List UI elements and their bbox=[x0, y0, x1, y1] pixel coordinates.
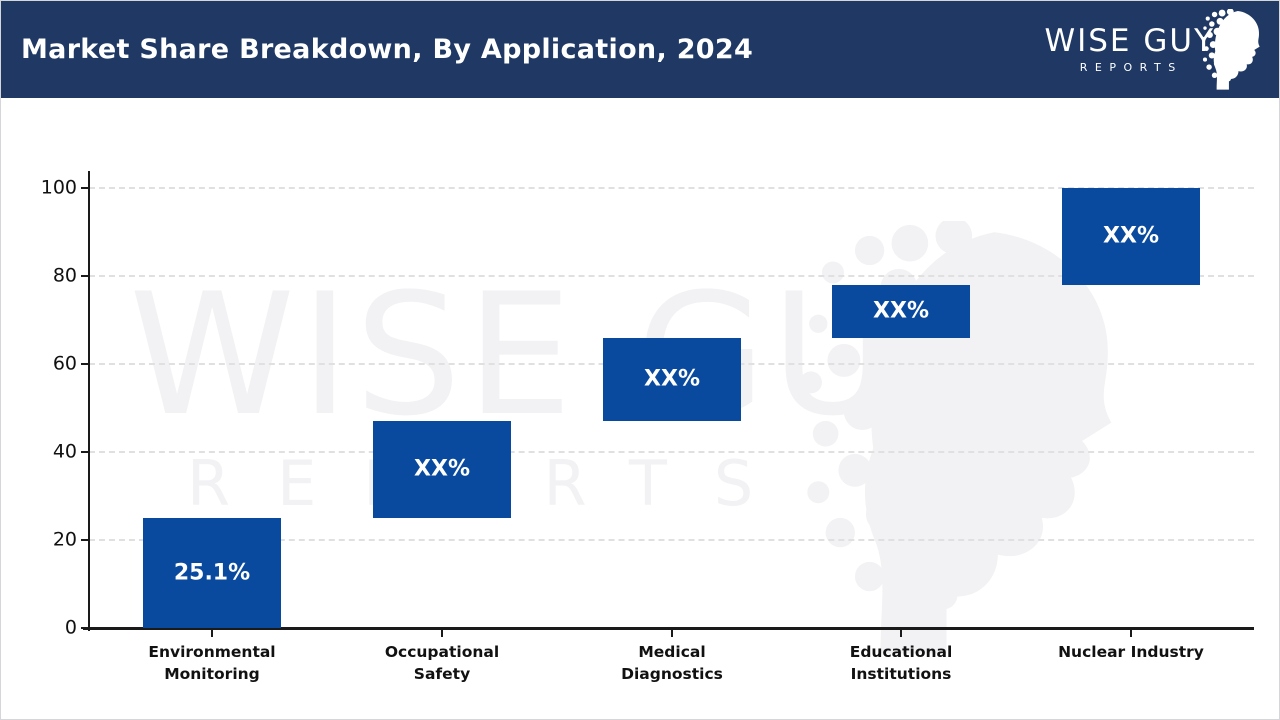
bar-value-label: XX% bbox=[1103, 223, 1159, 249]
gridline bbox=[89, 275, 1254, 277]
y-tick bbox=[81, 451, 89, 453]
y-tick-label: 60 bbox=[52, 352, 77, 375]
y-tick bbox=[81, 539, 89, 541]
category-label: Educational Institutions bbox=[849, 643, 953, 683]
category-label: Occupational Safety bbox=[384, 643, 500, 683]
page-title: Market Share Breakdown, By Application, … bbox=[21, 34, 754, 65]
x-tick bbox=[1130, 630, 1132, 637]
x-tick bbox=[441, 630, 443, 637]
gridline bbox=[89, 187, 1254, 189]
y-tick bbox=[81, 275, 89, 277]
header-band: Market Share Breakdown, By Application, … bbox=[1, 1, 1279, 98]
category-label: Nuclear Industry bbox=[1058, 643, 1204, 661]
bar-value-label: 25.1% bbox=[173, 560, 251, 586]
category-label: Medical Diagnostics bbox=[621, 643, 723, 683]
bar-segment bbox=[373, 421, 511, 518]
x-tick bbox=[900, 630, 902, 637]
y-axis-line bbox=[88, 171, 90, 631]
y-tick bbox=[81, 187, 89, 189]
x-tick bbox=[211, 630, 213, 637]
bar-value-label: XX% bbox=[873, 298, 929, 324]
wiseguy-logo: WISE GUY REPORTS bbox=[1044, 8, 1265, 91]
gridline bbox=[89, 451, 1254, 453]
bar-segment bbox=[603, 337, 741, 422]
bar-value-label: XX% bbox=[644, 366, 700, 392]
y-tick-label: 40 bbox=[52, 440, 77, 463]
gridline bbox=[89, 539, 1254, 541]
x-tick bbox=[671, 630, 673, 637]
category-label: Environmental Monitoring bbox=[148, 643, 276, 683]
bar-segment bbox=[143, 517, 281, 628]
logo-brand-text: WISE GUY bbox=[1044, 23, 1215, 59]
x-axis-line bbox=[83, 627, 1254, 630]
logo-sub-text: REPORTS bbox=[1079, 61, 1183, 74]
y-tick-label: 100 bbox=[40, 176, 77, 199]
y-tick bbox=[81, 363, 89, 365]
y-tick-label: 80 bbox=[52, 264, 77, 287]
wiseguy-face-icon bbox=[1201, 8, 1260, 90]
y-tick-label: 0 bbox=[64, 616, 77, 639]
logo-text: WISE GUY REPORTS bbox=[1044, 23, 1215, 74]
y-tick-label: 20 bbox=[52, 528, 77, 551]
bar-value-label: XX% bbox=[414, 456, 470, 482]
